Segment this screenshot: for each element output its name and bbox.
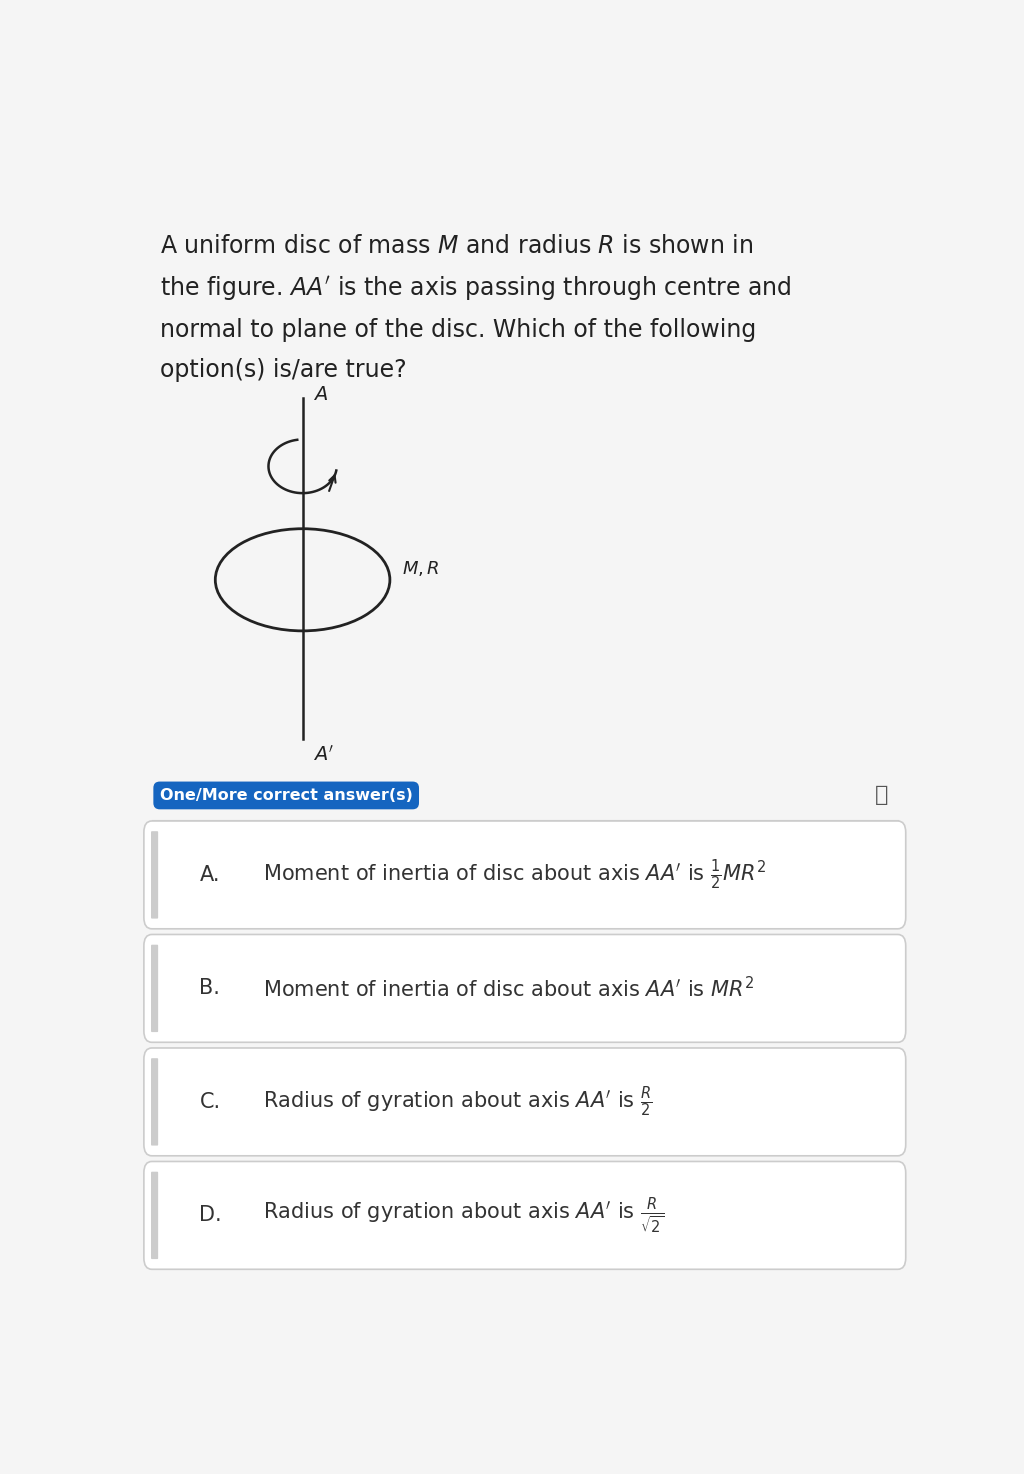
Text: B.: B.: [200, 979, 220, 998]
Text: $A$: $A$: [313, 385, 328, 404]
Text: One/More correct answer(s): One/More correct answer(s): [160, 789, 413, 803]
Text: Radius of gyration about axis $AA'$ is $\frac{R}{\sqrt{2}}$: Radius of gyration about axis $AA'$ is $…: [263, 1195, 664, 1235]
FancyBboxPatch shape: [151, 831, 158, 918]
Text: Moment of inertia of disc about axis $AA'$ is $MR^2$: Moment of inertia of disc about axis $AA…: [263, 976, 755, 1001]
Text: D.: D.: [200, 1206, 222, 1225]
FancyBboxPatch shape: [143, 935, 905, 1042]
FancyBboxPatch shape: [151, 1058, 158, 1145]
FancyBboxPatch shape: [143, 1162, 905, 1269]
FancyBboxPatch shape: [151, 945, 158, 1032]
Text: C.: C.: [200, 1092, 220, 1111]
FancyBboxPatch shape: [143, 821, 905, 929]
Text: Moment of inertia of disc about axis $AA'$ is $\frac{1}{2}MR^2$: Moment of inertia of disc about axis $AA…: [263, 858, 766, 892]
Text: A.: A.: [200, 865, 220, 884]
Text: $A'$: $A'$: [313, 744, 334, 765]
Text: ⓘ: ⓘ: [876, 786, 889, 805]
FancyBboxPatch shape: [143, 1048, 905, 1156]
Text: $M, R$: $M, R$: [401, 559, 439, 578]
Text: Radius of gyration about axis $AA'$ is $\frac{R}{2}$: Radius of gyration about axis $AA'$ is $…: [263, 1085, 652, 1119]
Text: A uniform disc of mass $M$ and radius $R$ is shown in
the figure. $AA'$ is the a: A uniform disc of mass $M$ and radius $R…: [160, 233, 792, 382]
FancyBboxPatch shape: [151, 1172, 158, 1259]
